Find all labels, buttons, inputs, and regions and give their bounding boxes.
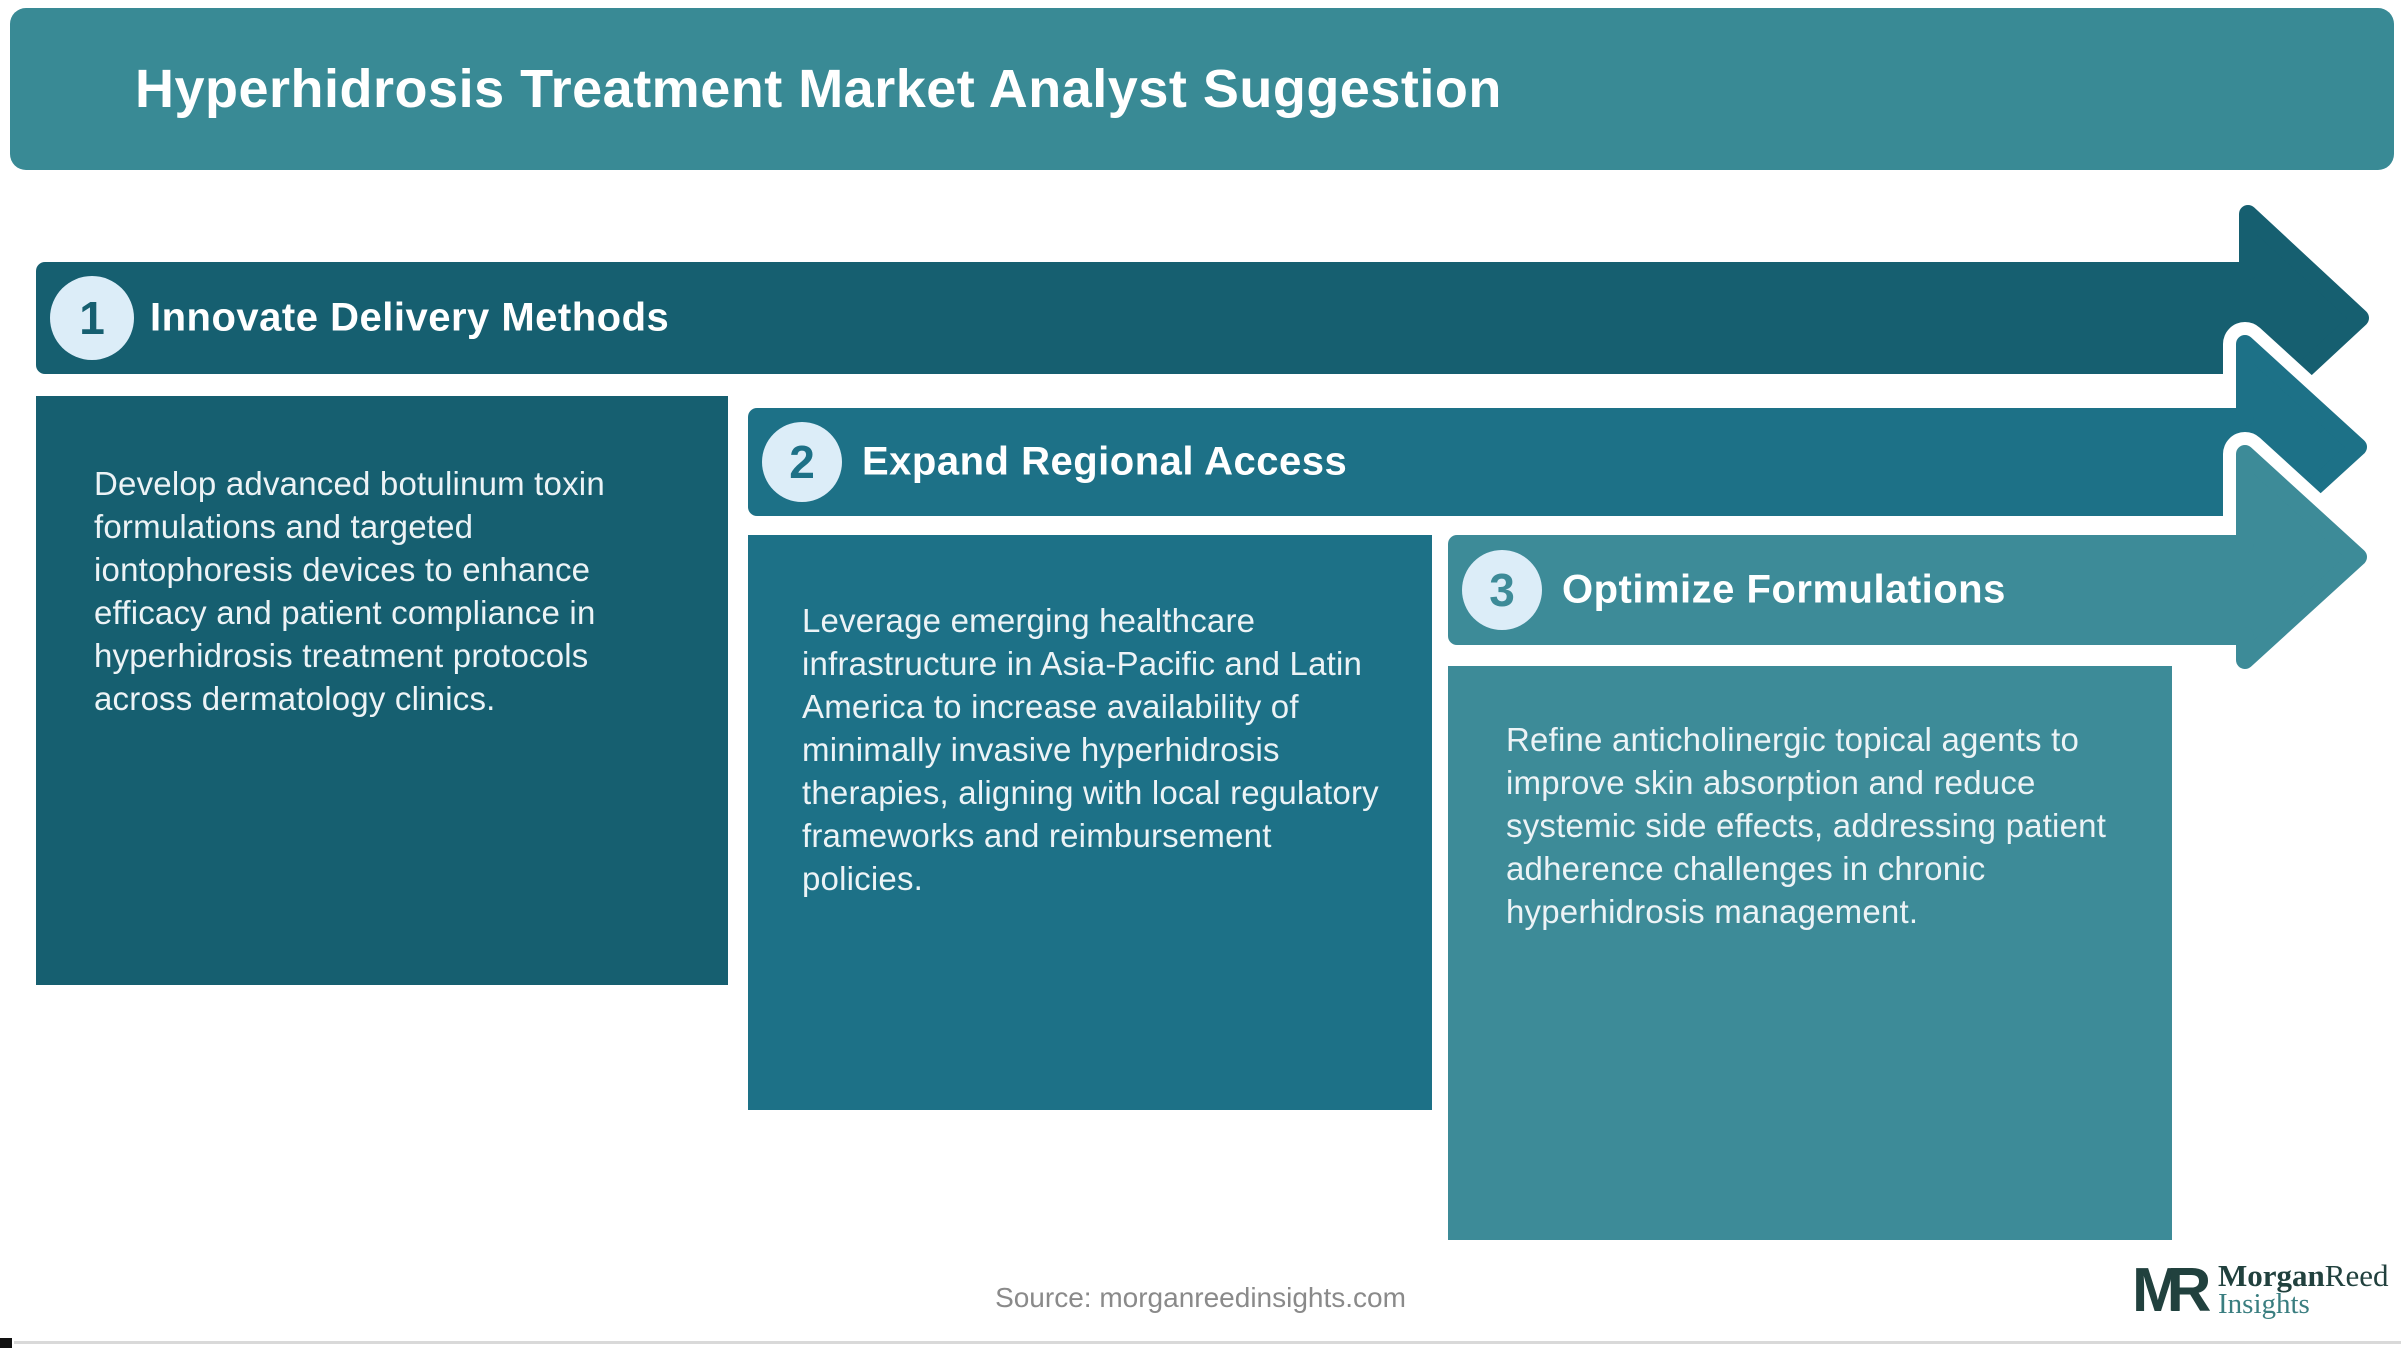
step-2-title: Expand Regional Access [862, 439, 1348, 484]
step-2-description-box: Leverage emerging healthcare infrastruct… [748, 535, 1432, 1110]
logo-tagline: Insights [2218, 1288, 2310, 1320]
step-2-number: 2 [789, 436, 815, 488]
step-2-number-badge: 2 [762, 422, 842, 502]
step-3-description-box: Refine anticholinergic topical agents to… [1448, 666, 2172, 1240]
mr-monogram-icon: MR [2132, 1259, 2210, 1321]
step-3-description: Refine anticholinergic topical agents to… [1506, 721, 2107, 930]
source-attribution: Source: morganreedinsights.com [995, 1282, 1406, 1313]
logo-name-regular: Reed [2324, 1258, 2389, 1293]
step-3-title: Optimize Formulations [1562, 567, 2006, 612]
step-3-number: 3 [1489, 564, 1515, 616]
mr-monogram-text: MR [2132, 1259, 2210, 1321]
step-1-description: Develop advanced botulinum toxin formula… [94, 465, 605, 717]
bottom-left-corner-mark [0, 1338, 12, 1348]
step-1-number-badge: 1 [50, 276, 134, 360]
logo-company-name: MorganReed [2218, 1258, 2389, 1293]
page-title: Hyperhidrosis Treatment Market Analyst S… [135, 59, 1502, 119]
step-1-banner: 1 Innovate Delivery Methods [36, 262, 2279, 374]
step-1-title: Innovate Delivery Methods [150, 295, 670, 340]
logo-wordmark: MorganReed Insights [2218, 1258, 2389, 1320]
step-1-description-box: Develop advanced botulinum toxin formula… [36, 396, 728, 985]
step-2-description: Leverage emerging healthcare infrastruct… [802, 602, 1379, 897]
arrow-3 [1435, 432, 2380, 682]
bottom-divider-line [14, 1341, 2401, 1344]
morganreed-logo: MR MorganReed Insights [2132, 1258, 2388, 1322]
step-3-number-badge: 3 [1462, 550, 1542, 630]
header-bar: Hyperhidrosis Treatment Market Analyst S… [10, 8, 2394, 170]
step-2-banner: 2 Expand Regional Access [748, 408, 2279, 516]
logo-name-bold: Morgan [2218, 1258, 2325, 1293]
step-1-number: 1 [79, 292, 105, 344]
step-3-banner: 3 Optimize Formulations [1448, 535, 2279, 645]
